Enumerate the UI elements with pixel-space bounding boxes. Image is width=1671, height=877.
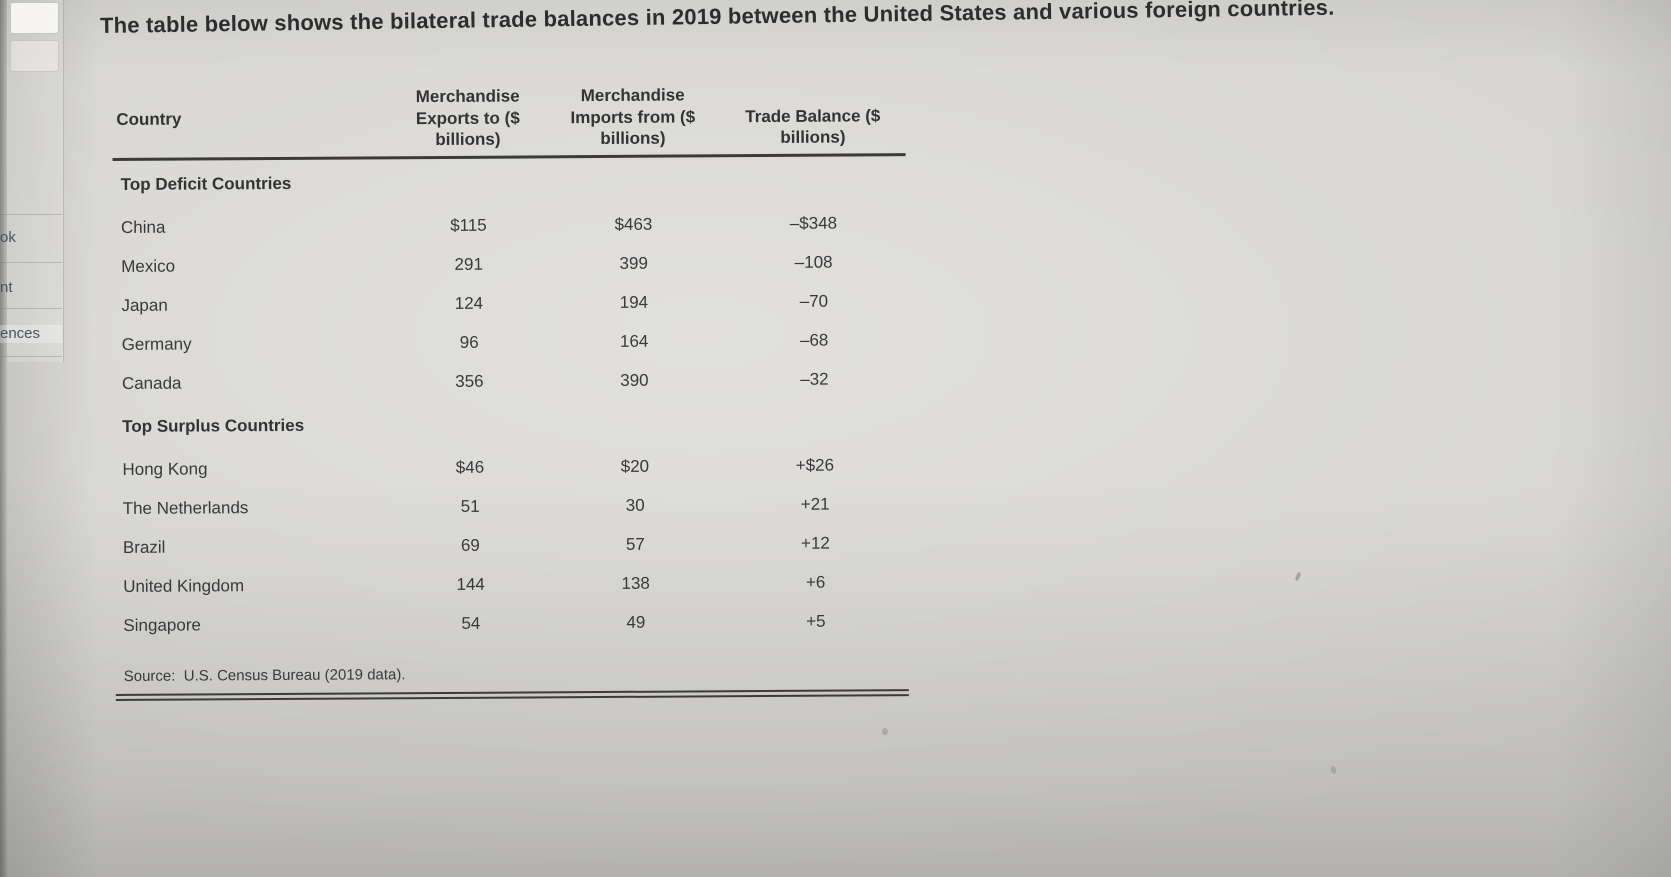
sidebar-item-fragment[interactable]: nt [0, 279, 13, 296]
cell-imports: 164 [619, 331, 649, 351]
table-row: Canada 356 390 –32 [114, 359, 907, 403]
cell-balance: –70 [799, 291, 829, 311]
section-header-surplus: Top Surplus Countries [122, 415, 305, 436]
cell-exports: 51 [460, 496, 480, 516]
sidebar-item-fragment[interactable]: ences [0, 325, 62, 343]
cell-balance: +6 [805, 572, 826, 592]
cell-imports: 390 [620, 370, 649, 390]
cell-country: United Kingdom [123, 575, 245, 596]
cell-balance: +$26 [795, 455, 835, 475]
sidebar-divider [0, 308, 62, 309]
cell-country: China [120, 217, 166, 237]
cell-imports: 194 [619, 292, 649, 312]
table-row: Japan 124 194 –70 [113, 281, 906, 325]
col-header-country: Country [116, 109, 182, 130]
table-row: Brazil 69 57 +12 [115, 523, 908, 567]
cell-country: Mexico [121, 256, 176, 276]
cell-exports: 54 [461, 613, 481, 633]
cell-balance: +5 [806, 611, 826, 631]
cell-country: Singapore [123, 614, 201, 635]
page-title: The table below shows the bilateral trad… [99, 0, 1335, 38]
table-row: Mexico 291 399 –108 [113, 242, 906, 286]
table-row: United Kingdom 144 138 +6 [115, 562, 908, 606]
cell-imports: 399 [619, 253, 648, 273]
sidebar-divider [0, 356, 62, 357]
cell-balance: –32 [800, 369, 829, 389]
cell-exports: 69 [460, 535, 480, 555]
cell-country: Hong Kong [122, 458, 208, 479]
cell-balance: –68 [799, 330, 829, 350]
table-source: Source: U.S. Census Bureau (2019 data). [123, 666, 406, 685]
cell-country: Germany [121, 334, 192, 354]
cell-exports: $46 [455, 457, 485, 477]
trade-balance-table: Country Merchandise Exports to ($ billio… [112, 65, 909, 701]
cell-exports: 291 [454, 254, 483, 274]
table-row: Singapore 54 49 +5 [115, 601, 908, 645]
cell-exports: 144 [456, 574, 485, 594]
cell-imports: 30 [625, 495, 645, 515]
dust-speck [1294, 571, 1302, 582]
cell-imports: $463 [614, 214, 653, 234]
dust-speck [882, 728, 888, 735]
cell-exports: 356 [455, 371, 484, 391]
dust-speck [1330, 765, 1337, 775]
cell-exports: 124 [454, 293, 484, 313]
cell-balance: +21 [800, 494, 830, 514]
table-row: China $115 $463 –$348 [113, 203, 906, 247]
cell-balance: –$348 [789, 213, 838, 233]
cell-country: Japan [121, 295, 168, 315]
screen-left-edge [0, 0, 7, 877]
cell-imports: 57 [625, 534, 645, 554]
col-header-exports: Merchandise Exports to ($ billions) [415, 86, 520, 150]
table-row: Hong Kong $46 $20 +$26 [114, 445, 907, 489]
table-header-row: Country Merchandise Exports to ($ billio… [112, 65, 906, 161]
table-row: Germany 96 164 –68 [114, 320, 907, 364]
col-header-balance: Trade Balance ($ billions) [745, 105, 881, 148]
cell-balance: –108 [794, 252, 833, 272]
cell-imports: 49 [626, 612, 646, 632]
sidebar-divider [0, 262, 62, 263]
cell-country: Brazil [122, 537, 166, 557]
sidebar-divider [0, 214, 62, 215]
sidebar-button[interactable] [10, 2, 59, 34]
table-row: The Netherlands 51 30 +21 [115, 484, 908, 528]
col-header-imports: Merchandise Imports from ($ billions) [570, 85, 696, 149]
cell-imports: 138 [621, 573, 650, 593]
section-header-deficit: Top Deficit Countries [120, 173, 292, 194]
sidebar-item-fragment[interactable]: ok [0, 229, 16, 246]
cell-imports: $20 [620, 456, 650, 476]
cell-country: Canada [121, 373, 182, 393]
cell-balance: +12 [800, 533, 830, 553]
cell-country: The Netherlands [122, 497, 249, 518]
sidebar-button[interactable] [10, 40, 59, 72]
cell-exports: 96 [459, 332, 479, 352]
cell-exports: $115 [450, 215, 487, 235]
